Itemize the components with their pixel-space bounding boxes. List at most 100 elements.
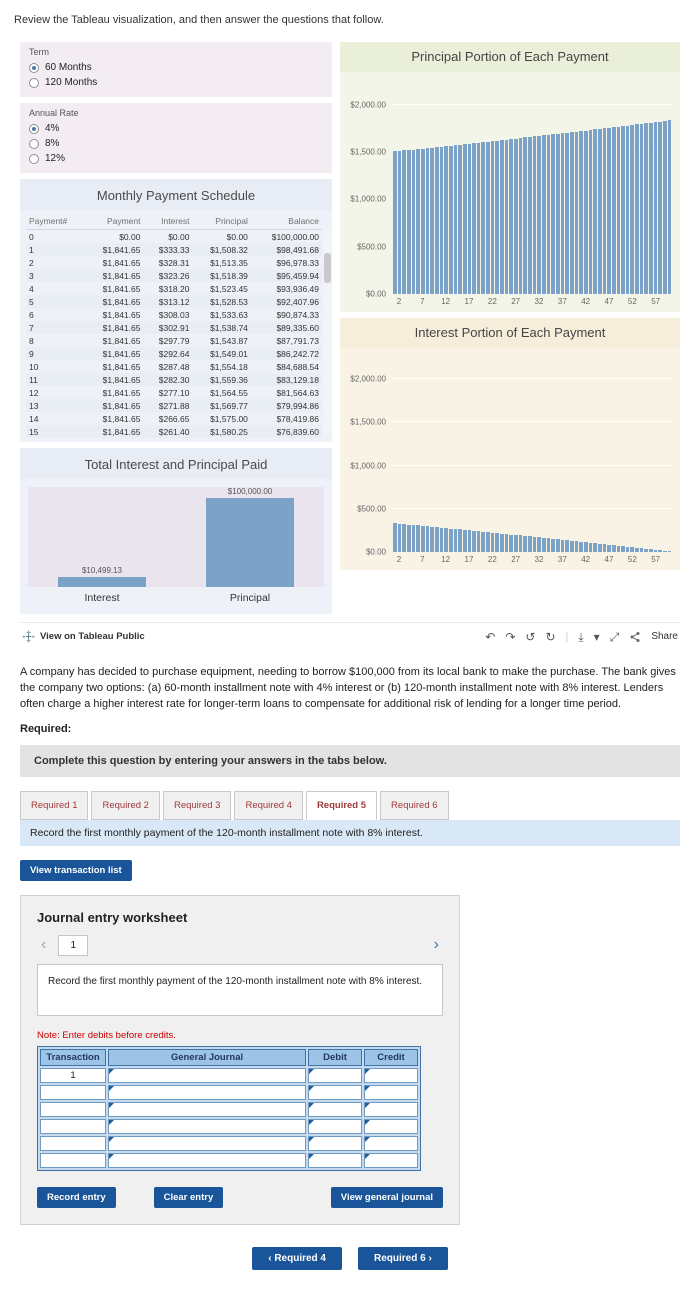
bar	[574, 131, 579, 294]
tab-required-2[interactable]: Required 2	[91, 790, 160, 820]
toolbar-separator: |	[565, 630, 569, 643]
account-cell[interactable]	[108, 1101, 306, 1117]
page-tab[interactable]: 1	[58, 934, 89, 956]
cell: $78,419.86	[276, 413, 319, 424]
tab-required-6[interactable]: Required 6	[380, 790, 449, 820]
x-tick-label: 42	[581, 297, 591, 306]
account-cell[interactable]	[108, 1118, 306, 1134]
axis-label-principal: Principal	[229, 592, 271, 604]
bar	[569, 132, 574, 294]
cell: 3	[26, 269, 86, 282]
bar	[583, 130, 588, 294]
tableau-toolbar: View on Tableau Public ↶ ↷ ↺ ↻ | ⤓ ▾ ⤢ Share	[20, 622, 680, 649]
previous-page-icon[interactable]: ‹	[41, 936, 47, 954]
cell-marker-icon	[109, 1085, 114, 1091]
revert-icon[interactable]: ↺	[525, 629, 536, 644]
column-header: Principal	[192, 214, 251, 230]
bar	[542, 135, 546, 294]
cell-marker-icon	[309, 1136, 314, 1142]
account-cell[interactable]	[108, 1152, 306, 1168]
bar	[420, 148, 425, 294]
view-transaction-list-button[interactable]: View transaction list	[20, 859, 132, 881]
cell: $1,841.65	[85, 243, 144, 256]
view-general-journal-button[interactable]: View general journal	[330, 1186, 443, 1208]
debit-cell[interactable]	[308, 1152, 362, 1168]
cell: 14	[29, 413, 39, 424]
page: Review the Tableau visualization, and th…	[0, 14, 700, 1300]
table-row: 2 $1,841.65 $328.31 $1,513.35 $96,978.33	[26, 256, 322, 269]
bar	[546, 134, 551, 294]
filter-option-60-months[interactable]: 60 Months	[29, 60, 323, 75]
x-tick-label: 37	[557, 555, 567, 564]
bar	[532, 136, 537, 294]
next-page-icon[interactable]: ›	[433, 936, 439, 954]
interest-x-axis: 2 7 12 17 22 27 32 37 42 47 52 57	[392, 552, 672, 570]
debit-cell[interactable]	[308, 1135, 362, 1151]
share-label[interactable]: Share	[651, 631, 678, 642]
credit-cell[interactable]	[364, 1101, 418, 1117]
x-tick-label: 17	[464, 555, 474, 564]
bar	[476, 142, 481, 294]
required-label: Required:	[20, 722, 72, 735]
worksheet-buttons: Record entry Clear entry View general jo…	[37, 1186, 443, 1208]
bar	[560, 133, 565, 294]
credit-cell[interactable]	[364, 1067, 418, 1083]
cell: $1,841.65	[85, 425, 144, 438]
tab-required-3[interactable]: Required 3	[162, 790, 232, 820]
debit-cell[interactable]	[308, 1118, 362, 1134]
bar	[448, 528, 453, 552]
refresh-icon[interactable]: ↻	[545, 629, 556, 644]
annual-rate-filter-options: 4% 8% 12%	[29, 121, 323, 166]
cell: $1,543.87	[210, 335, 248, 346]
tab-required-1[interactable]: Required 1	[20, 790, 89, 820]
filter-option-12[interactable]: 12%	[29, 151, 323, 166]
totals-chart-panel: Total Interest and Principal Paid $10,49…	[20, 448, 332, 614]
prev-required-label: Required 4	[274, 1252, 326, 1264]
scrollbar-thumb[interactable]	[324, 253, 331, 283]
filter-option-120-months[interactable]: 120 Months	[29, 75, 323, 90]
debit-cell[interactable]	[308, 1101, 362, 1117]
share-icon[interactable]	[629, 631, 641, 643]
clear-entry-button[interactable]: Clear entry	[153, 1186, 224, 1208]
filter-option-4[interactable]: 4%	[29, 121, 323, 136]
fullscreen-icon[interactable]: ⤢	[609, 629, 620, 644]
undo-icon[interactable]: ↶	[485, 629, 496, 644]
caret-down-icon[interactable]: ▾	[593, 629, 600, 644]
bar	[667, 120, 672, 294]
redo-icon[interactable]: ↷	[505, 629, 516, 644]
tab-required-5[interactable]: Required 5	[305, 790, 378, 820]
next-required-button[interactable]: Required 6 ›	[358, 1246, 448, 1270]
cell: $1,841.65	[102, 283, 141, 294]
filter-option-8[interactable]: 8%	[29, 136, 323, 151]
view-on-tableau-public-link[interactable]: View on Tableau Public	[22, 630, 145, 643]
account-cell[interactable]	[108, 1084, 306, 1100]
tab-required-4[interactable]: Required 4	[234, 790, 303, 820]
cell-marker-icon	[109, 1068, 114, 1074]
cell-marker-icon	[309, 1153, 314, 1159]
prev-required-button[interactable]: ‹ Required 4	[252, 1246, 342, 1270]
bar	[569, 540, 574, 552]
bar	[639, 548, 644, 552]
bar	[434, 527, 439, 552]
debit-cell[interactable]	[308, 1084, 362, 1100]
credit-cell[interactable]	[364, 1152, 418, 1168]
account-cell[interactable]	[108, 1135, 306, 1151]
download-icon[interactable]: ⤓	[578, 629, 584, 644]
cell: $1,533.63	[210, 309, 248, 320]
bar	[495, 533, 500, 552]
bar	[639, 123, 644, 294]
bar	[611, 545, 616, 552]
bar-group-interest: $10,499.13	[58, 487, 146, 587]
x-tick-label: 32	[534, 297, 544, 306]
credit-cell[interactable]	[364, 1135, 418, 1151]
record-entry-button[interactable]: Record entry	[37, 1186, 116, 1208]
cell: $83,129.18	[250, 373, 322, 386]
scrollbar[interactable]	[324, 227, 331, 434]
bar	[611, 127, 616, 294]
toolbar-icons: ↶ ↷ ↺ ↻ | ⤓ ▾ ⤢ Share	[485, 631, 678, 643]
debit-cell[interactable]	[308, 1067, 362, 1083]
credit-cell[interactable]	[364, 1084, 418, 1100]
bar	[411, 524, 416, 552]
account-cell[interactable]	[108, 1067, 306, 1083]
credit-cell[interactable]	[364, 1118, 418, 1134]
